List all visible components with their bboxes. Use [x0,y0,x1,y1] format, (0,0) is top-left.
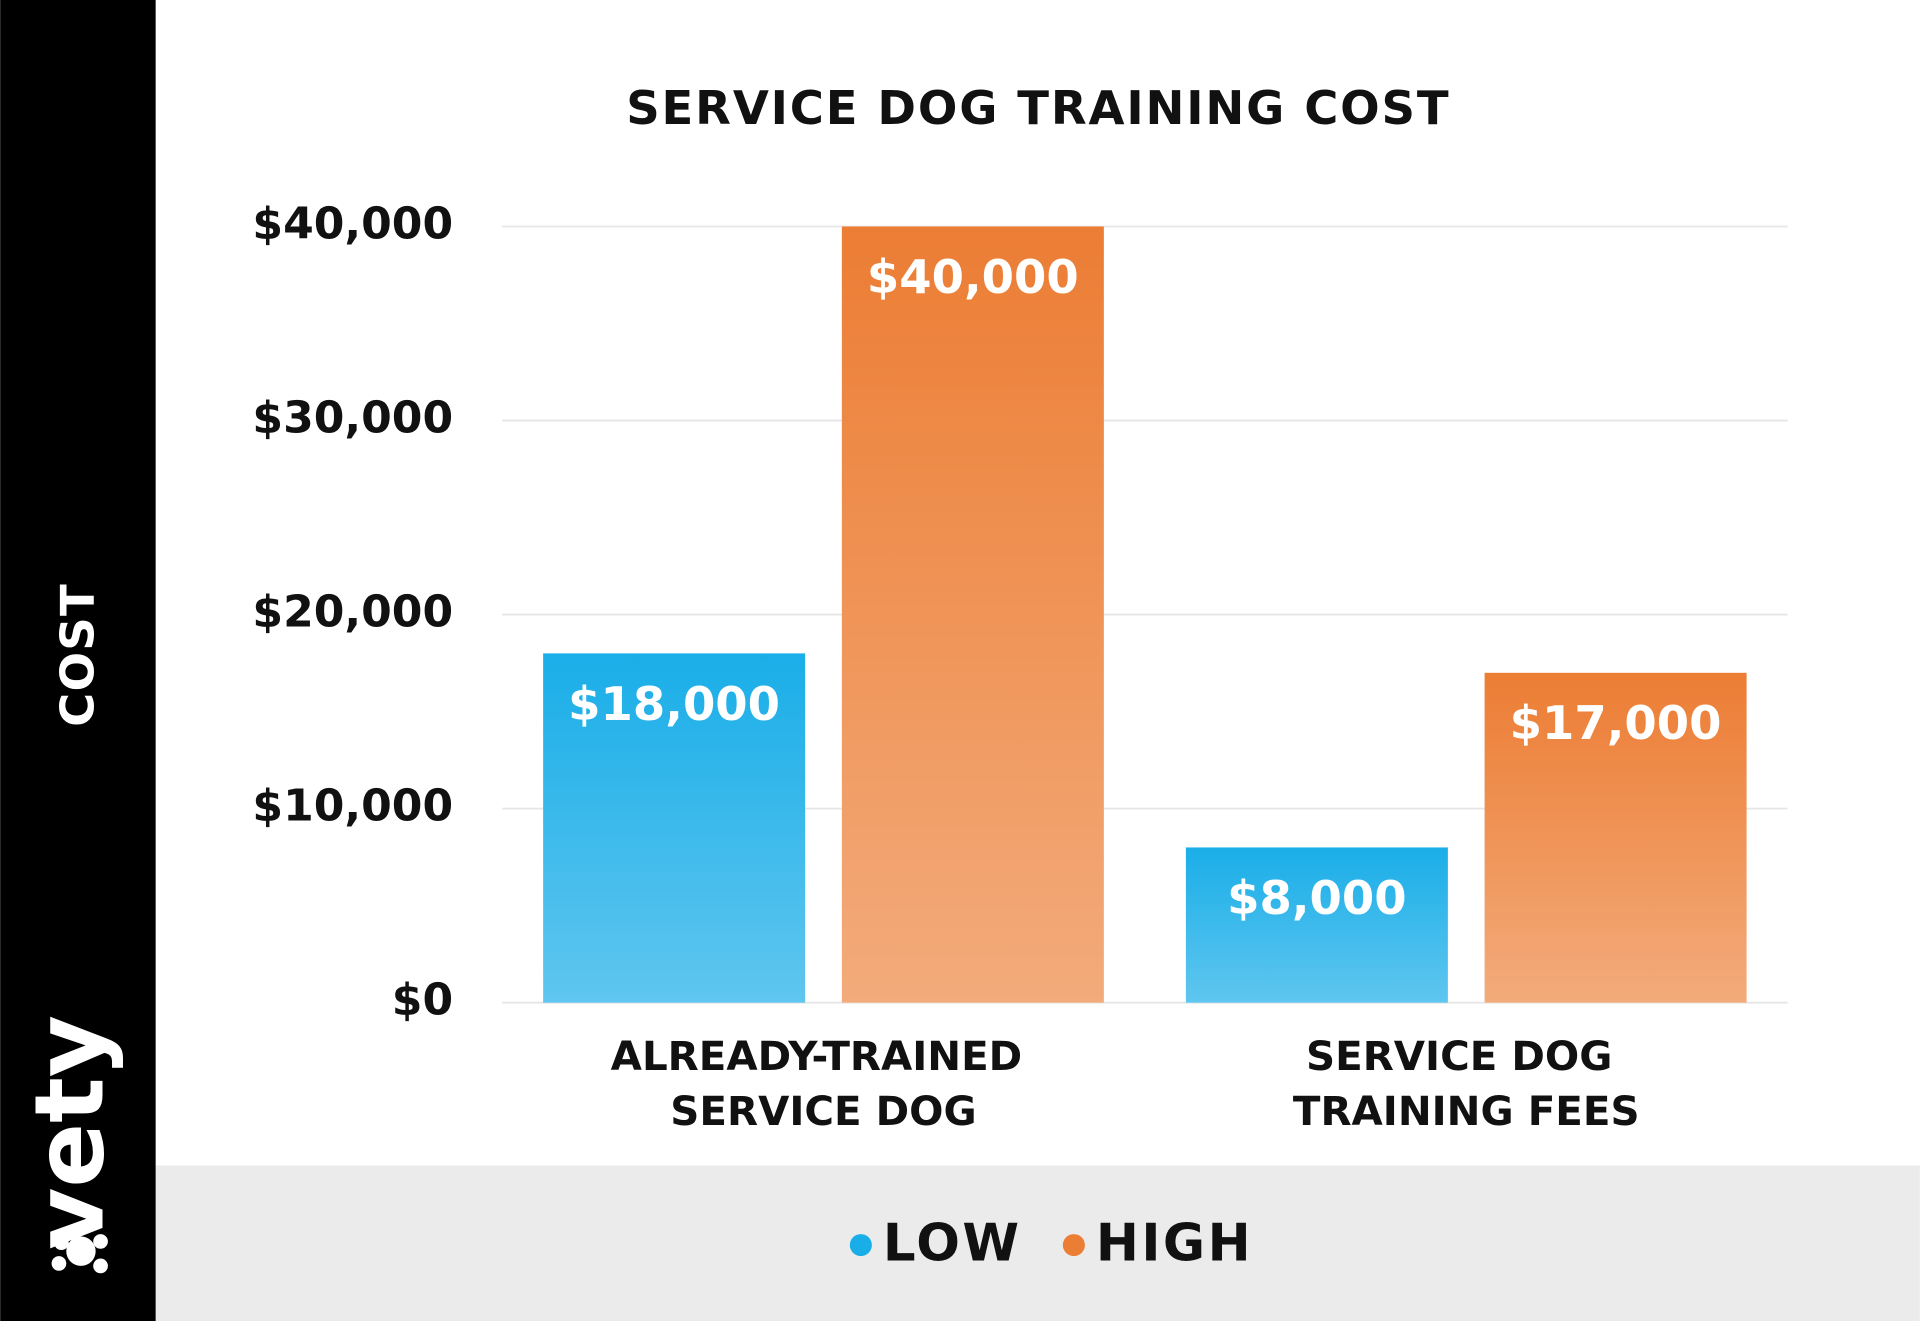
y-tick-label: $30,000 [252,393,453,444]
paw-icon [51,1234,108,1274]
x-tick-label: SERVICE DOG TRAINING FEES [1293,1032,1640,1135]
legend-label: HIGH [1096,1213,1253,1273]
x-tick-label: ALREADY-TRAINED SERVICE DOG [611,1032,1037,1135]
y-tick-label: $0 [392,975,453,1026]
chart-title: SERVICE DOG TRAINING COST [626,81,1450,135]
legend-marker [1062,1234,1085,1257]
value-label: $17,000 [1510,696,1722,750]
bar [1484,672,1747,1003]
y-tick-label: $20,000 [252,587,453,638]
y-tick-label: $10,000 [252,781,453,832]
bar [543,653,806,1003]
bar [1185,847,1448,1003]
value-label: $40,000 [867,250,1079,304]
legend-label: LOW [883,1213,1022,1273]
value-label: $8,000 [1227,871,1407,925]
y-axis-label: COST [50,583,104,727]
value-label: $18,000 [568,677,780,731]
legend-marker [849,1234,872,1257]
y-tick-label: $40,000 [252,198,453,249]
brand-logo: vety [13,1015,125,1250]
bar [841,226,1104,1003]
legend-band [155,1165,1920,1321]
side-band [0,0,156,1321]
